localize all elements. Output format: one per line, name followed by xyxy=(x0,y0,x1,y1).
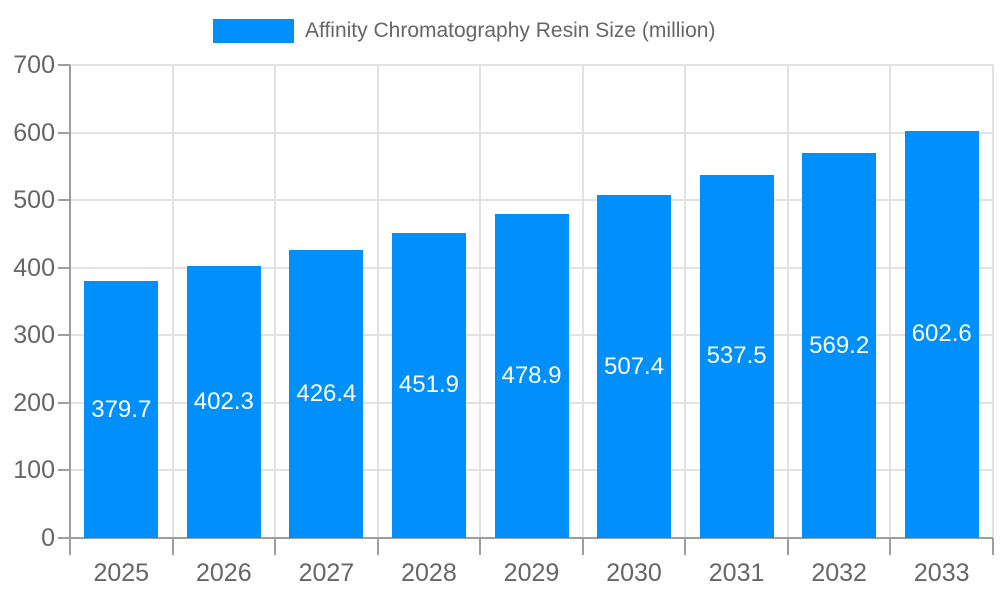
v-gridline xyxy=(171,65,174,538)
y-axis-tick xyxy=(58,266,70,269)
bar-value-label-2030: 507.4 xyxy=(604,352,665,380)
x-axis-tick xyxy=(479,538,482,555)
v-gridline xyxy=(581,65,584,538)
x-tick-label-2028: 2028 xyxy=(401,559,457,587)
v-gridline xyxy=(889,65,892,538)
h-gridline xyxy=(70,64,993,66)
bar-2027[interactable] xyxy=(289,249,364,538)
x-axis-tick xyxy=(889,538,892,555)
x-tick-label-2026: 2026 xyxy=(196,559,252,587)
x-tick-label-2027: 2027 xyxy=(298,559,355,587)
x-tick-label-2032: 2032 xyxy=(811,559,867,587)
v-gridline xyxy=(684,65,687,538)
x-tick-label-2025: 2025 xyxy=(93,559,150,587)
bar-value-label-2025: 379.7 xyxy=(91,395,152,423)
y-axis-tick xyxy=(58,334,70,337)
x-axis-tick xyxy=(376,538,379,555)
bar-2033[interactable] xyxy=(904,130,979,538)
bar-2029[interactable] xyxy=(494,214,569,538)
y-tick-label: 600 xyxy=(13,118,55,147)
x-axis-tick xyxy=(274,538,277,555)
y-tick-label: 100 xyxy=(13,456,55,485)
v-gridline xyxy=(376,65,379,538)
bar-value-label-2032: 569.2 xyxy=(809,331,870,359)
h-gridline xyxy=(70,199,993,202)
bar-value-label-2026: 402.3 xyxy=(193,388,254,416)
y-axis-tick xyxy=(58,469,70,472)
v-gridline xyxy=(479,65,482,538)
bar-2026[interactable] xyxy=(186,266,261,538)
x-axis-tick xyxy=(992,538,994,555)
y-tick-label: 700 xyxy=(13,51,55,79)
y-tick-label: 500 xyxy=(13,186,55,215)
legend-swatch-icon xyxy=(213,19,294,43)
bar-2025[interactable] xyxy=(84,281,159,538)
y-axis-line xyxy=(69,65,71,555)
x-tick-label-2031: 2031 xyxy=(708,559,765,587)
y-tick-label: 200 xyxy=(13,388,55,417)
bar-2028[interactable] xyxy=(391,232,466,538)
y-tick-label: 300 xyxy=(13,321,55,350)
bar-value-label-2033: 602.6 xyxy=(911,320,972,348)
x-axis-tick xyxy=(786,538,789,555)
x-axis-line xyxy=(58,537,993,539)
legend-label: Affinity Chromatography Resin Size (mill… xyxy=(305,19,716,42)
bar-value-label-2028: 451.9 xyxy=(398,371,459,399)
bar-value-label-2029: 478.9 xyxy=(501,362,562,390)
x-tick-label-2029: 2029 xyxy=(503,559,560,587)
y-tick-label: 400 xyxy=(13,253,55,282)
y-tick-label: 0 xyxy=(41,524,55,552)
x-tick-label-2030: 2030 xyxy=(606,559,662,587)
v-gridline xyxy=(992,65,994,538)
chart-legend[interactable]: Affinity Chromatography Resin Size (mill… xyxy=(213,19,715,43)
x-axis-tick xyxy=(581,538,584,555)
y-axis-tick xyxy=(58,199,70,202)
bar-2032[interactable] xyxy=(802,153,877,538)
y-axis-tick xyxy=(58,401,70,404)
v-gridline xyxy=(274,65,277,538)
x-tick-label-2033: 2033 xyxy=(913,559,970,587)
bar-value-label-2031: 537.5 xyxy=(706,342,767,370)
bar-2030[interactable] xyxy=(597,195,672,538)
bar-value-label-2027: 426.4 xyxy=(296,379,357,407)
v-gridline xyxy=(786,65,789,538)
x-axis-tick xyxy=(684,538,687,555)
bar-2031[interactable] xyxy=(699,174,774,538)
x-axis-tick xyxy=(171,538,174,555)
y-axis-tick xyxy=(58,131,70,134)
y-axis-tick xyxy=(58,64,70,66)
h-gridline xyxy=(70,131,993,134)
